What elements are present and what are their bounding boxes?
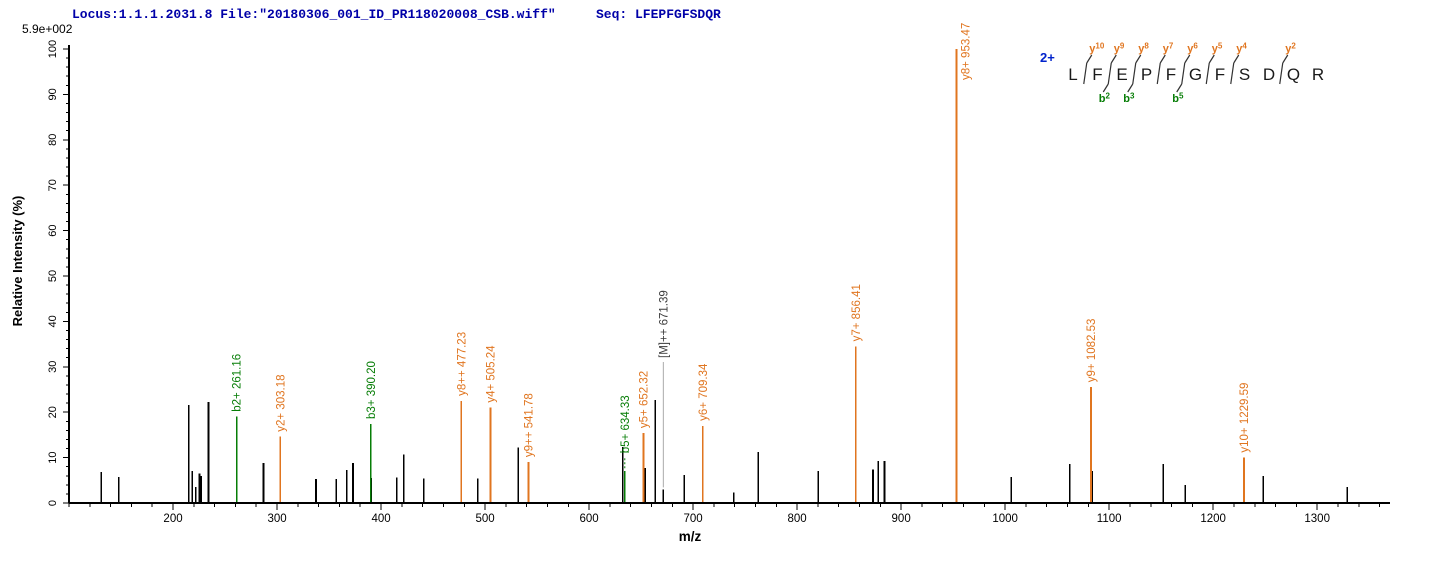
residue-letter: S [1239, 65, 1250, 84]
peak-label: y9+ 1082.53 [1086, 319, 1098, 383]
y-ion-tick [1208, 54, 1215, 64]
x-tick-label: 800 [788, 513, 807, 525]
y-ion-tick [1086, 54, 1093, 64]
y-ion-tick [1110, 54, 1117, 64]
y-ion-label: y8 [1138, 42, 1149, 56]
peak-label: y9++ 541.78 [524, 393, 536, 457]
residue-letter: G [1189, 65, 1202, 84]
y-tick-label: 0 [47, 500, 59, 506]
cleavage-mark [1156, 62, 1161, 85]
y-tick-label: 50 [47, 270, 59, 282]
x-tick-label: 200 [163, 513, 182, 525]
peak-label: y4+ 505.24 [486, 345, 498, 403]
residue-letter: E [1116, 65, 1127, 84]
residue-letter: F [1092, 65, 1102, 84]
locus-file-label: Locus:1.1.1.2031.8 File:"20180306_001_ID… [72, 7, 556, 22]
y-tick-label: 10 [47, 451, 59, 463]
residue-letter: D [1263, 65, 1275, 84]
y-ion-label: y7 [1163, 42, 1174, 56]
x-tick-label: 1000 [992, 513, 1018, 525]
x-tick-label: 1100 [1097, 513, 1122, 525]
y-ion-label: y10 [1089, 42, 1105, 56]
labeled-peaks: b2+ 261.16 y2+ 303.18 b3+ 390.20 y8++ 477.2… [232, 23, 1251, 503]
b-ion-tick [1102, 83, 1109, 93]
peak-label: y5+ 652.32 [638, 371, 650, 428]
y-ion-label: y2 [1285, 42, 1296, 56]
y-ion-tick [1184, 54, 1191, 64]
y-tick-label: 90 [47, 88, 59, 100]
residue-letter: F [1166, 65, 1176, 84]
peak-label: [M]++ 671.39 [658, 290, 670, 358]
peak-label: y8++ 477.23 [456, 332, 468, 396]
charge-state-label: 2+ [1040, 50, 1055, 65]
peak-label: b3+ 390.20 [366, 361, 378, 419]
cleavage-mark [1230, 62, 1235, 85]
axes: 200 300 400 500 600 700 800 900 1000 1100 1200 1300… [47, 40, 1390, 525]
cleavage-mark [1279, 62, 1284, 85]
cleavage-mark [1132, 62, 1137, 85]
peak-label: y6+ 709.34 [698, 363, 710, 421]
sequence-label: Seq: LFEPFGFSDQR [596, 7, 721, 22]
b-ion-label: b3 [1123, 92, 1135, 106]
y-ion-label: y4 [1236, 42, 1247, 56]
x-tick-label: 500 [475, 513, 494, 525]
x-tick-label: 1300 [1304, 513, 1330, 525]
b-ion-label: b2 [1099, 92, 1111, 106]
residue-letter: R [1312, 65, 1324, 84]
peak-label: y7+ 856.41 [851, 284, 863, 341]
y-tick-label: 80 [47, 134, 59, 146]
y-ion-tick [1282, 54, 1289, 64]
y-ion-label: y5 [1212, 42, 1223, 56]
x-tick-label: 300 [267, 513, 286, 525]
cleavage-mark [1083, 62, 1088, 85]
residue-letter: P [1141, 65, 1152, 84]
intensity-scale-label: 5.9e+002 [22, 22, 73, 36]
peak-label: y2+ 303.18 [275, 374, 287, 431]
y-tick-label: 20 [47, 406, 59, 418]
b-ion-label: b5 [1172, 92, 1184, 106]
peaks [100, 399, 1349, 503]
x-tick-label: 900 [892, 513, 911, 525]
y-tick-label: 70 [47, 179, 59, 191]
peak-label: b5+ 634.33 [620, 395, 632, 453]
cleavage-mark [1107, 62, 1112, 85]
y-ion-tick [1135, 54, 1142, 64]
x-tick-label: 600 [579, 513, 598, 525]
x-tick-label: 1200 [1200, 513, 1226, 525]
y-tick-label: 30 [47, 361, 59, 373]
cleavage-mark [1181, 62, 1186, 85]
residue-letter: F [1215, 65, 1225, 84]
y-ion-label: y6 [1187, 42, 1198, 56]
residue-letter: Q [1287, 65, 1300, 84]
b-ion-tick [1176, 83, 1183, 93]
y-ion-tick [1233, 54, 1240, 64]
cleavage-mark [1205, 62, 1210, 85]
y-axis-title: Relative Intensity (%) [10, 196, 25, 327]
y-tick-label: 60 [47, 224, 59, 236]
b-ion-tick [1127, 83, 1134, 93]
y-tick-label: 100 [47, 40, 59, 58]
peak-label: b2+ 261.16 [232, 354, 244, 412]
x-axis-title: m/z [679, 529, 702, 544]
y-ion-tick [1159, 54, 1166, 64]
x-tick-label: 700 [684, 513, 703, 525]
peak-label: y8+ 953.47 [961, 23, 973, 80]
x-tick-label: 400 [371, 513, 390, 525]
peak-label: y10+ 1229.59 [1239, 383, 1251, 453]
y-ion-label: y9 [1114, 42, 1125, 56]
y-tick-label: 40 [47, 315, 59, 327]
residue-letter: L [1068, 65, 1077, 84]
